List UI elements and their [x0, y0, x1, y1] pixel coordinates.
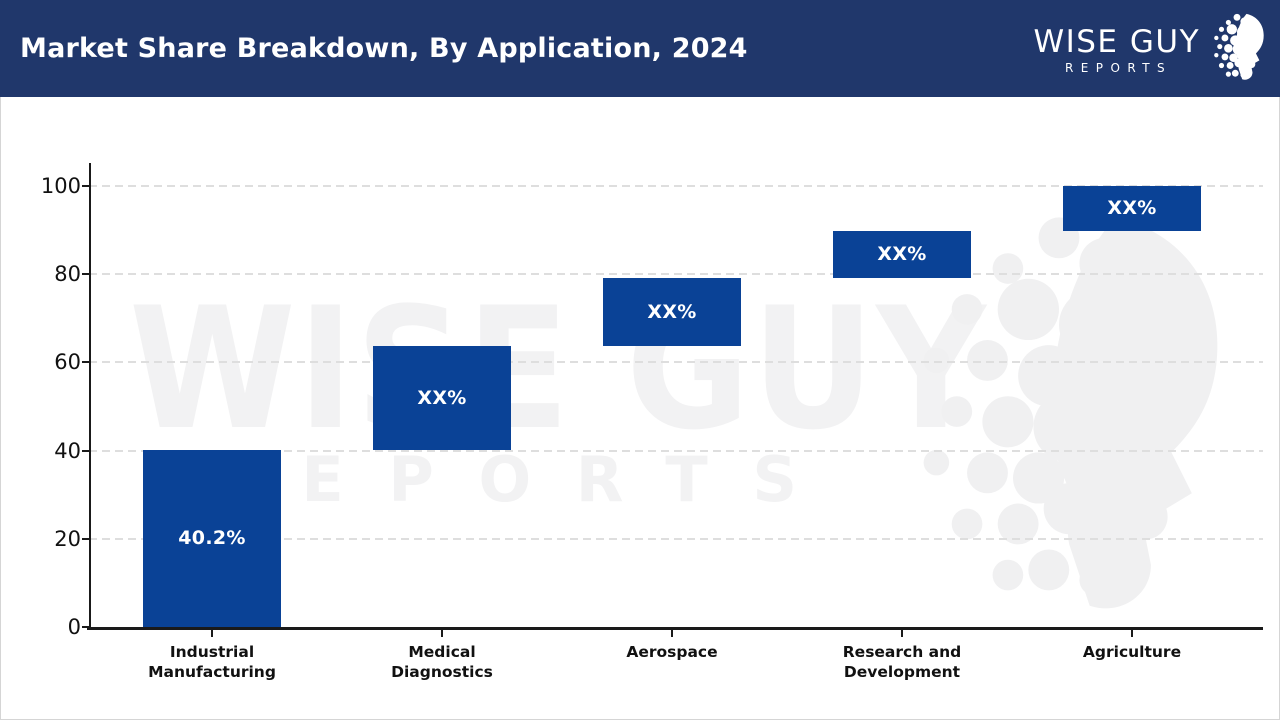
y-tick-label: 40 — [54, 438, 81, 463]
gridline-80 — [89, 273, 1263, 276]
y-tick-label: 100 — [40, 174, 81, 198]
x-tick-mark — [441, 630, 443, 637]
bar-research-and-development: XX% — [833, 230, 971, 278]
bar-aerospace: XX% — [603, 277, 741, 346]
x-category-label-industrial-manufacturing: Industrial Manufacturing — [148, 643, 276, 681]
watermark-subtitle: REPORTS — [209, 443, 842, 516]
x-tick-mark — [671, 630, 673, 637]
y-tick-mark — [82, 361, 89, 364]
gridline-100 — [89, 185, 1263, 187]
x-tick-mark — [211, 630, 213, 637]
bar-value-label: 40.2% — [178, 527, 246, 550]
bar-value-label: XX% — [647, 300, 697, 323]
y-tick-mark — [82, 273, 89, 276]
bar-value-label: XX% — [417, 386, 467, 409]
bar-agriculture: XX% — [1063, 186, 1201, 231]
logo-wordmark: WISE GUY — [1033, 24, 1200, 60]
bar-value-label: XX% — [1107, 197, 1157, 220]
header-bar: Market Share Breakdown, By Application, … — [0, 0, 1280, 97]
gridline-40 — [89, 449, 1263, 452]
logo-face-icon — [1214, 13, 1264, 80]
y-tick-label: 0 — [67, 615, 81, 639]
y-tick-mark — [82, 185, 89, 187]
bar-value-label: XX% — [877, 243, 927, 266]
y-tick-mark — [82, 449, 89, 452]
y-tick-mark — [82, 537, 89, 540]
x-category-label-agriculture: Agriculture — [1082, 643, 1182, 661]
logo-subtitle: REPORTS — [1064, 61, 1173, 75]
y-tick-mark — [82, 626, 89, 628]
gridline-60 — [89, 361, 1263, 364]
page-title: Market Share Breakdown, By Application, … — [20, 33, 748, 64]
bar-medical-diagnostics: XX% — [373, 345, 511, 450]
x-tick-mark — [901, 630, 903, 637]
x-tick-mark — [1131, 630, 1133, 637]
gridline-20 — [89, 537, 1263, 540]
y-tick-label: 20 — [54, 526, 81, 551]
bar-industrial-manufacturing: 40.2% — [143, 449, 281, 627]
y-axis — [89, 163, 91, 630]
logo-text: WISE GUY REPORTS — [1033, 25, 1200, 75]
x-axis — [87, 627, 1263, 630]
x-category-label-research-and-development: Research and Development — [842, 643, 962, 681]
x-category-label-aerospace: Aerospace — [626, 643, 718, 661]
y-tick-label: 60 — [54, 350, 81, 375]
watermark-wordmark: WISE GUY — [129, 271, 988, 467]
brand-logo: WISE GUY REPORTS — [1033, 8, 1268, 92]
chart-panel: WISE GUY REPORTS 0 20 40 60 80 100 40.2% Indust… — [0, 97, 1280, 720]
y-tick-label: 80 — [54, 262, 81, 287]
x-category-label-medical-diagnostics: Medical Diagnostics — [391, 643, 493, 681]
